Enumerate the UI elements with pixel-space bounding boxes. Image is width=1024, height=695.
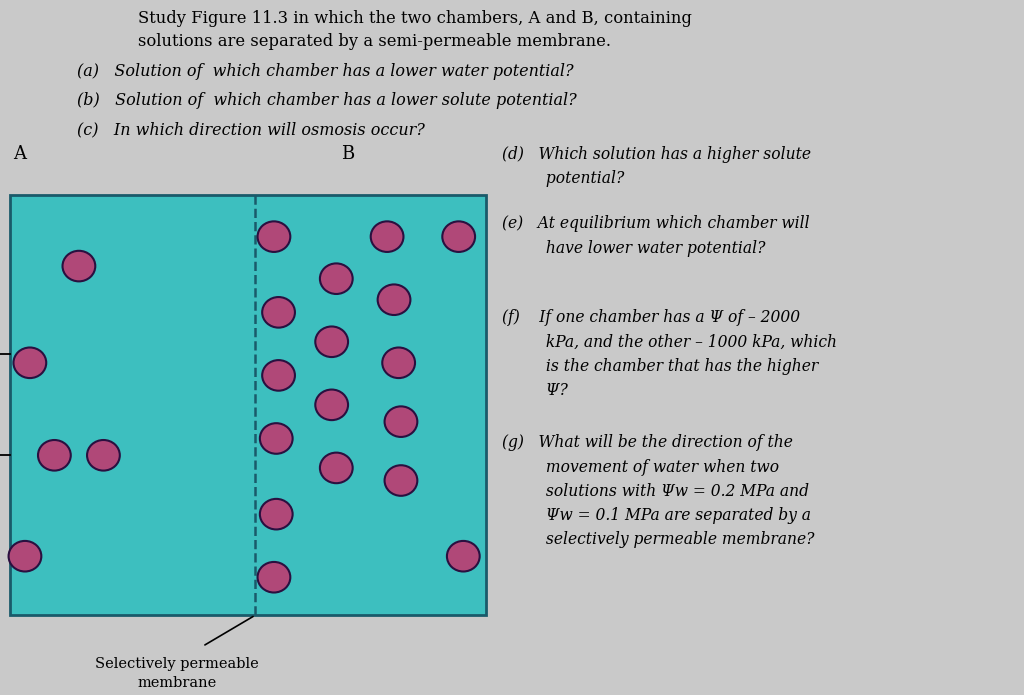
Text: (f)    If one chamber has a Ψ of – 2000
         kPa, and the other – 1000 kPa, : (f) If one chamber has a Ψ of – 2000 kPa… (502, 309, 837, 399)
Ellipse shape (260, 499, 293, 530)
Ellipse shape (258, 221, 291, 252)
Text: Study Figure 11.3 in which the two chambers, A and B, containing: Study Figure 11.3 in which the two chamb… (138, 10, 692, 27)
Text: A: A (12, 145, 26, 163)
Text: (b)   Solution of  which chamber has a lower solute potential?: (b) Solution of which chamber has a lowe… (77, 92, 577, 108)
Ellipse shape (382, 348, 415, 378)
Ellipse shape (442, 221, 475, 252)
Ellipse shape (315, 389, 348, 420)
Ellipse shape (315, 327, 348, 357)
Ellipse shape (262, 360, 295, 391)
Text: (g)   What will be the direction of the
         movement of water when two
    : (g) What will be the direction of the mo… (502, 434, 814, 548)
Text: Selectively permeable
membrane: Selectively permeable membrane (95, 657, 259, 690)
Ellipse shape (8, 541, 41, 571)
Text: solutions are separated by a semi-permeable membrane.: solutions are separated by a semi-permea… (138, 33, 611, 50)
Ellipse shape (446, 541, 479, 571)
Bar (10, 195, 486, 615)
Ellipse shape (38, 440, 71, 471)
Text: (d)   Which solution has a higher solute
         potential?: (d) Which solution has a higher solute p… (502, 146, 811, 187)
Ellipse shape (371, 221, 403, 252)
Ellipse shape (13, 348, 46, 378)
Ellipse shape (62, 251, 95, 281)
Ellipse shape (385, 465, 418, 496)
Ellipse shape (319, 452, 352, 483)
Text: (e)   At equilibrium which chamber will
         have lower water potential?: (e) At equilibrium which chamber will ha… (502, 215, 809, 256)
Text: (c)   In which direction will osmosis occur?: (c) In which direction will osmosis occu… (77, 121, 425, 138)
Ellipse shape (378, 284, 411, 315)
Ellipse shape (258, 562, 291, 593)
Ellipse shape (260, 423, 293, 454)
Ellipse shape (87, 440, 120, 471)
Text: (a)   Solution of  which chamber has a lower water potential?: (a) Solution of which chamber has a lowe… (77, 63, 573, 79)
Ellipse shape (319, 263, 352, 294)
Ellipse shape (262, 297, 295, 327)
Ellipse shape (385, 407, 418, 437)
Text: B: B (341, 145, 354, 163)
